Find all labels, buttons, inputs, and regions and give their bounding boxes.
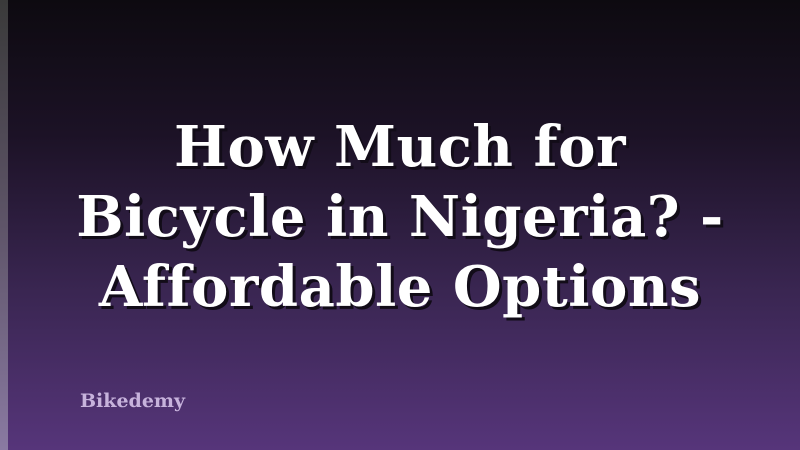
title-line-2: Bicycle in Nigeria? -	[76, 184, 724, 250]
title-line-3: Affordable Options	[98, 254, 702, 320]
title-line-1: How Much for	[174, 114, 626, 180]
left-edge-strip	[0, 0, 8, 450]
brand-logo-text: Bikedemy	[80, 390, 186, 412]
page-title: How Much for Bicycle in Nigeria? - Affor…	[0, 112, 800, 322]
